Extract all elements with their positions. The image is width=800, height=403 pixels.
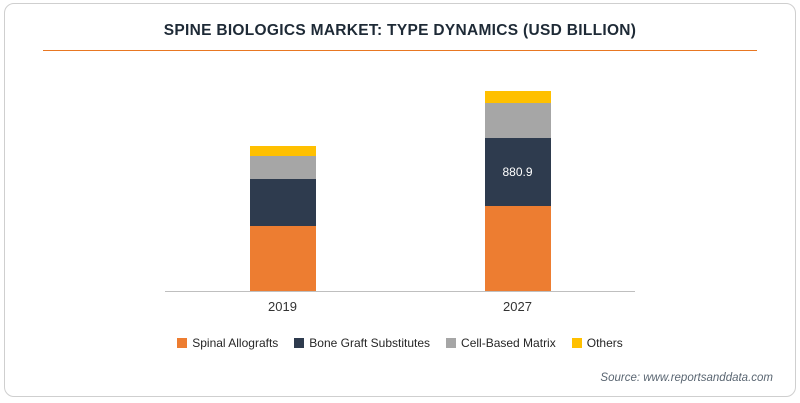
bar-column-2027: 880.9	[400, 91, 635, 291]
legend-item-spinal-allografts: Spinal Allografts	[177, 336, 278, 350]
title-divider	[43, 50, 757, 51]
legend-swatch-cell-based-matrix	[446, 338, 457, 348]
legend-item-bone-graft-substitutes: Bone Graft Substitutes	[294, 336, 430, 350]
bar-segment-cell-based-matrix	[484, 103, 551, 139]
legend-label-others: Others	[586, 336, 623, 350]
source-text: Source: www.reportsanddata.com	[600, 372, 773, 384]
chart-title: SPINE BIOLOGICS MARKET: TYPE DYNAMICS (U…	[163, 22, 637, 39]
bar-segment-others	[484, 91, 551, 104]
bar-segment-spinal-allografts	[484, 205, 551, 291]
plot-area: 880.9 2019 2027	[165, 89, 635, 314]
x-axis-label-2019: 2019	[268, 299, 297, 314]
chart-card: SPINE BIOLOGICS MARKET: TYPE DYNAMICS (U…	[4, 3, 796, 397]
x-axis-label-2027: 2027	[503, 299, 532, 314]
bar-segment-cell-based-matrix	[249, 155, 316, 179]
bar-segment-bone-graft-substitutes: 880.9	[484, 138, 551, 206]
bar-segment-others	[249, 146, 316, 156]
legend-item-cell-based-matrix: Cell-Based Matrix	[446, 336, 556, 350]
legend-label-spinal-allografts: Spinal Allografts	[192, 336, 279, 350]
legend: Spinal Allografts Bone Graft Substitutes…	[5, 336, 795, 350]
bar-segment-bone-graft-substitutes	[249, 178, 316, 226]
legend-label-cell-based-matrix: Cell-Based Matrix	[461, 336, 556, 350]
stacked-bar-2019	[249, 146, 316, 291]
legend-swatch-bone-graft-substitutes	[294, 338, 305, 348]
legend-label-bone-graft-substitutes: Bone Graft Substitutes	[309, 336, 431, 350]
legend-item-others: Others	[571, 336, 623, 350]
legend-swatch-others	[571, 338, 582, 348]
data-label: 880.9	[502, 164, 533, 179]
legend-swatch-spinal-allografts	[177, 338, 188, 348]
bar-segment-spinal-allografts	[249, 225, 316, 291]
stacked-bar-2027: 880.9	[484, 91, 551, 291]
bars-container: 880.9	[165, 89, 635, 292]
bar-column-2019	[165, 146, 400, 291]
x-axis-labels: 2019 2027	[165, 292, 635, 314]
